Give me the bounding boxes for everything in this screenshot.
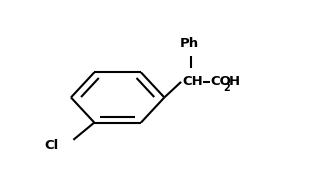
Text: CO: CO (210, 75, 231, 88)
Text: Cl: Cl (45, 139, 59, 152)
Text: Ph: Ph (180, 37, 199, 50)
Text: H: H (229, 75, 240, 88)
Text: CH: CH (182, 75, 203, 88)
Text: 2: 2 (224, 83, 231, 93)
